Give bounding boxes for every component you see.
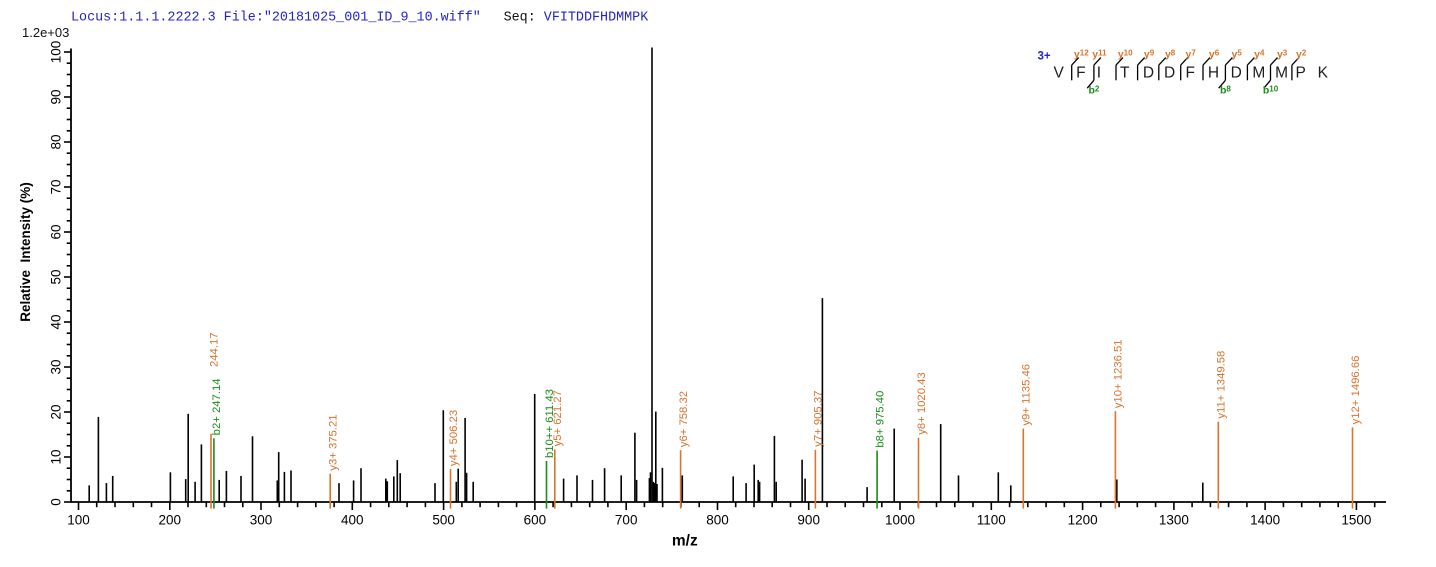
svg-text:10: 10 — [49, 449, 64, 464]
svg-text:100: 100 — [67, 513, 90, 528]
svg-text:90: 90 — [49, 89, 64, 104]
svg-text:y3+ 375.21: y3+ 375.21 — [328, 414, 340, 470]
svg-text:F: F — [1185, 65, 1194, 82]
svg-text:I: I — [1097, 65, 1101, 82]
svg-text:Locus:1.1.1.2222.3 File:"20181: Locus:1.1.1.2222.3 File:"20181025_001_ID… — [71, 11, 481, 26]
svg-text:Seq: VFITDDFHDMMPK: Seq: VFITDDFHDMMPK — [504, 11, 650, 26]
svg-text:D: D — [1231, 65, 1242, 82]
svg-text:b8: b8 — [1220, 85, 1231, 97]
svg-text:y9: y9 — [1144, 49, 1155, 61]
svg-text:D: D — [1164, 65, 1175, 82]
svg-text:3+: 3+ — [1037, 51, 1050, 63]
svg-text:y4+ 506.23: y4+ 506.23 — [448, 410, 460, 466]
svg-text:y10+ 1236.51: y10+ 1236.51 — [1113, 339, 1125, 408]
svg-text:70: 70 — [49, 179, 64, 194]
svg-text:1100: 1100 — [977, 513, 1006, 528]
svg-text:y2: y2 — [1296, 49, 1307, 61]
svg-text:30: 30 — [49, 359, 64, 374]
svg-text:y5+ 621.27: y5+ 621.27 — [552, 390, 564, 446]
svg-text:M: M — [1275, 65, 1288, 82]
svg-text:y7: y7 — [1186, 49, 1197, 61]
svg-text:b10++ 611.43: b10++ 611.43 — [544, 389, 556, 458]
svg-text:80: 80 — [49, 134, 64, 149]
svg-text:y8+ 1020.43: y8+ 1020.43 — [916, 372, 928, 435]
svg-text:600: 600 — [524, 513, 547, 528]
svg-text:1.2e+03: 1.2e+03 — [22, 25, 69, 40]
svg-text:1400: 1400 — [1250, 513, 1280, 528]
svg-text:V: V — [1054, 65, 1065, 82]
svg-text:300: 300 — [250, 513, 273, 528]
svg-text:F: F — [1076, 65, 1085, 82]
svg-text:P: P — [1296, 65, 1306, 82]
svg-text:y6: y6 — [1209, 49, 1220, 61]
svg-text:y11+ 1349.58: y11+ 1349.58 — [1216, 351, 1228, 419]
svg-text:b8+ 975.40: b8+ 975.40 — [874, 391, 886, 448]
svg-text:K: K — [1318, 65, 1329, 82]
svg-text:200: 200 — [159, 513, 182, 528]
svg-text:y6+ 758.32: y6+ 758.32 — [678, 391, 690, 447]
svg-text:900: 900 — [797, 513, 820, 528]
svg-text:D: D — [1143, 65, 1154, 82]
svg-text:H: H — [1208, 65, 1219, 82]
svg-text:400: 400 — [341, 513, 364, 528]
svg-text:50: 50 — [49, 269, 64, 284]
svg-text:1200: 1200 — [1068, 513, 1098, 528]
svg-text:M: M — [1252, 65, 1265, 82]
svg-text:20: 20 — [49, 404, 64, 419]
svg-text:1500: 1500 — [1341, 513, 1371, 528]
svg-text:b2+ 247.14: b2+ 247.14 — [211, 378, 223, 435]
svg-text:244.17: 244.17 — [208, 332, 220, 367]
svg-text:y7+ 905.37: y7+ 905.37 — [813, 391, 825, 447]
svg-text:b2: b2 — [1088, 85, 1099, 97]
svg-text:700: 700 — [615, 513, 638, 528]
svg-text:1300: 1300 — [1159, 513, 1189, 528]
svg-text:1000: 1000 — [885, 513, 915, 528]
svg-text:m/z: m/z — [672, 533, 698, 550]
svg-text:T: T — [1120, 65, 1130, 82]
svg-text:y9+ 1135.46: y9+ 1135.46 — [1021, 364, 1033, 426]
svg-text:y5: y5 — [1232, 49, 1243, 61]
svg-text:60: 60 — [49, 224, 64, 239]
svg-text:y12+ 1496.66: y12+ 1496.66 — [1350, 356, 1362, 425]
svg-text:y8: y8 — [1165, 49, 1176, 61]
svg-text:800: 800 — [706, 513, 729, 528]
svg-text:40: 40 — [49, 314, 64, 329]
svg-text:y4: y4 — [1254, 49, 1265, 61]
svg-text:y3: y3 — [1277, 49, 1288, 61]
svg-text:Relative Intensity (%): Relative Intensity (%) — [18, 182, 33, 322]
svg-text:100: 100 — [49, 41, 64, 64]
svg-text:500: 500 — [432, 513, 455, 528]
svg-text:0: 0 — [49, 498, 64, 506]
